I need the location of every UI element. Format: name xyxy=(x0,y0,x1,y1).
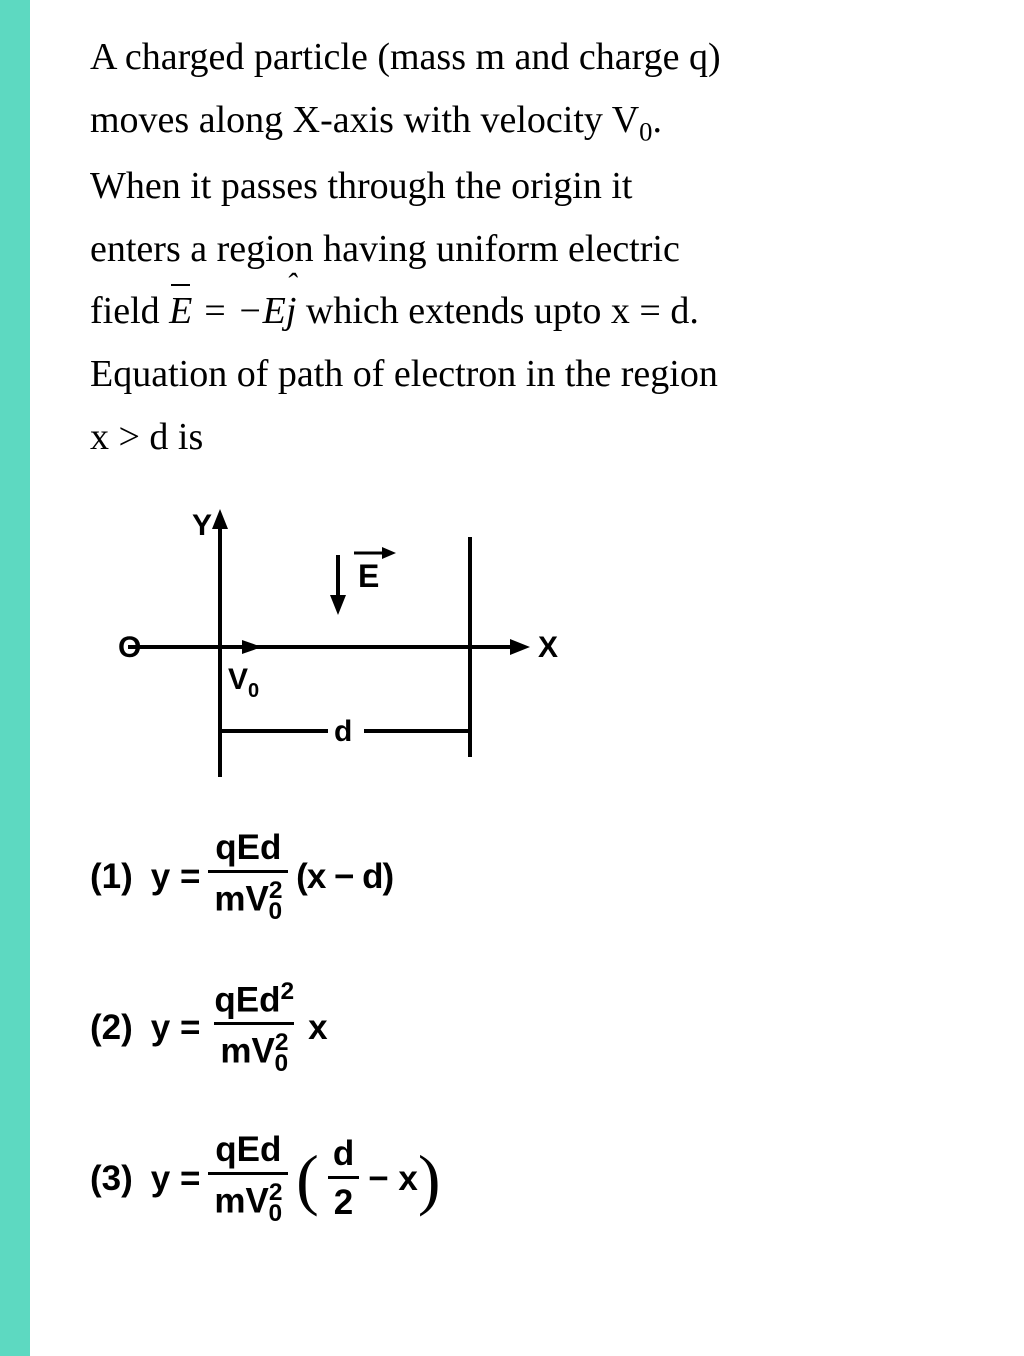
y-equals: y = xyxy=(151,1159,201,1199)
problem-line-7: x > d is xyxy=(90,408,976,467)
option-2: (2) y = qEd2 mV20 x xyxy=(90,978,976,1078)
fraction: qEd2 mV20 xyxy=(208,978,300,1078)
v0-arrowhead xyxy=(242,640,262,654)
inner-fraction: d 2 xyxy=(327,1134,360,1223)
v0-label: V0 xyxy=(228,663,259,702)
subscript: 0 xyxy=(275,1050,289,1077)
vector-E: E xyxy=(169,282,192,341)
j-hat: j xyxy=(286,282,297,341)
option-equation: y = qEd2 mV20 x xyxy=(151,978,328,1078)
option-3: (3) y = qEd mV20 ( d 2 − x ) xyxy=(90,1130,976,1228)
diagram: Y X O V0 E d xyxy=(100,497,976,802)
denominator: 2 xyxy=(328,1176,359,1223)
denominator: mV20 xyxy=(208,870,288,926)
superscript: 2 xyxy=(281,978,295,1005)
subscript: 0 xyxy=(639,116,652,146)
numerator: qEd2 xyxy=(208,978,300,1023)
page: A charged particle (mass m and charge q)… xyxy=(30,0,1024,1356)
option-number: (3) xyxy=(90,1159,133,1199)
x-arrowhead xyxy=(510,639,530,655)
text: mV xyxy=(214,880,268,919)
denominator: mV20 xyxy=(208,1172,288,1228)
option-1: (1) y = qEd mV20 (x − d) xyxy=(90,828,976,926)
problem-statement: A charged particle (mass m and charge q)… xyxy=(90,28,976,467)
text: which extends upto x = d. xyxy=(296,290,698,332)
numerator: qEd xyxy=(209,1130,287,1172)
text: moves along X-axis with velocity V xyxy=(90,99,639,141)
y-label: Y xyxy=(192,509,212,542)
subscript: 0 xyxy=(269,898,283,925)
text: j xyxy=(286,290,297,332)
d-label: d xyxy=(334,715,352,748)
e-vector-arrowhead xyxy=(382,547,396,559)
denominator: mV20 xyxy=(214,1022,294,1078)
e-field-arrowhead xyxy=(330,595,346,615)
numerator: d xyxy=(327,1134,360,1176)
equals-minus-E: = −E xyxy=(192,290,286,332)
subscript: 0 xyxy=(269,1200,283,1227)
diagram-svg: Y X O V0 E d xyxy=(100,497,580,797)
fraction: qEd mV20 xyxy=(208,828,288,926)
y-equals: y = xyxy=(151,857,201,897)
right-paren-icon: ) xyxy=(418,1152,441,1206)
problem-line-3: When it passes through the origin it xyxy=(90,157,976,216)
option-equation: y = qEd mV20 ( d 2 − x ) xyxy=(151,1130,441,1228)
left-paren-icon: ( xyxy=(296,1152,319,1206)
option-equation: y = qEd mV20 (x − d) xyxy=(151,828,393,926)
inner-tail: − x xyxy=(368,1159,418,1199)
problem-line-1: A charged particle (mass m and charge q) xyxy=(90,28,976,87)
x-label: X xyxy=(538,631,558,664)
text: mV xyxy=(220,1032,274,1071)
numerator: qEd xyxy=(209,828,287,870)
tail: (x − d) xyxy=(296,857,393,897)
answer-options: (1) y = qEd mV20 (x − d) (2) y = qEd2 xyxy=(90,828,976,1228)
problem-line-6: Equation of path of electron in the regi… xyxy=(90,345,976,404)
origin-label: O xyxy=(118,631,141,664)
e-label: E xyxy=(358,558,379,594)
problem-line-4: enters a region having uniform electric xyxy=(90,220,976,279)
text: mV xyxy=(214,1182,268,1221)
option-number: (2) xyxy=(90,1008,133,1048)
tail: x xyxy=(308,1008,327,1048)
option-number: (1) xyxy=(90,857,133,897)
text: E xyxy=(169,290,192,332)
problem-line-5: field E = −Ej which extends upto x = d. xyxy=(90,282,976,341)
text: qEd xyxy=(214,980,280,1019)
text: field xyxy=(90,290,169,332)
problem-line-2: moves along X-axis with velocity V0. xyxy=(90,91,976,153)
y-equals: y = xyxy=(151,1008,201,1048)
y-arrowhead xyxy=(212,509,228,529)
fraction: qEd mV20 xyxy=(208,1130,288,1228)
text: . xyxy=(652,99,662,141)
